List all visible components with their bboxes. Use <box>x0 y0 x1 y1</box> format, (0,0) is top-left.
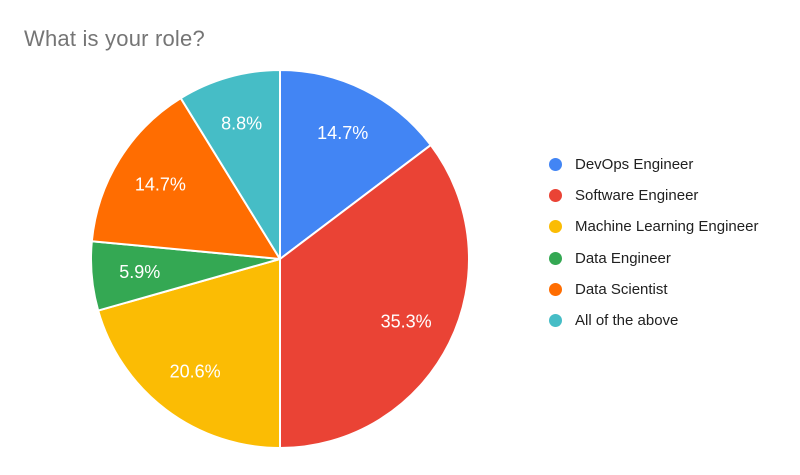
slice-percent-label-data-engineer: 5.9% <box>119 262 160 282</box>
legend-label-machine-learning-engineer: Machine Learning Engineer <box>575 218 759 236</box>
legend-label-data-scientist: Data Scientist <box>575 280 668 298</box>
legend-item-machine-learning-engineer: Machine Learning Engineer <box>549 211 758 242</box>
legend-item-all-of-the-above: All of the above <box>549 305 758 336</box>
legend-color-dot-machine-learning-engineer <box>549 220 562 234</box>
slice-percent-label-software-engineer: 35.3% <box>381 312 432 332</box>
legend-color-dot-devops-engineer <box>549 158 562 172</box>
pie-slice-machine-learning-engineer[interactable] <box>97 258 281 449</box>
pie-slice-data-scientist[interactable] <box>90 97 281 260</box>
legend-item-data-engineer: Data Engineer <box>549 243 758 274</box>
legend-item-data-scientist: Data Scientist <box>549 274 758 305</box>
legend-label-all-of-the-above: All of the above <box>575 312 679 330</box>
slice-percent-label-all-of-the-above: 8.8% <box>221 114 262 134</box>
pie-slice-devops-engineer[interactable] <box>279 69 432 260</box>
slice-percent-label-data-scientist: 14.7% <box>135 175 186 195</box>
pie-slice-software-engineer[interactable] <box>279 144 470 449</box>
slice-percent-label-machine-learning-engineer: 20.6% <box>170 361 221 381</box>
legend-item-software-engineer: Software Engineer <box>549 180 758 211</box>
chart-legend: DevOps Engineer Software Engineer Machine … <box>549 149 758 336</box>
chart-title: What is your role? <box>24 26 205 51</box>
legend-color-dot-data-engineer <box>549 251 562 265</box>
legend-item-devops-engineer: DevOps Engineer <box>549 149 758 180</box>
legend-color-dot-all-of-the-above <box>549 314 562 328</box>
slice-percent-label-devops-engineer: 14.7% <box>317 123 368 143</box>
legend-label-software-engineer: Software Engineer <box>575 187 699 205</box>
pie-slice-all-of-the-above[interactable] <box>179 69 281 260</box>
legend-color-dot-software-engineer <box>549 189 562 203</box>
legend-color-dot-data-scientist <box>549 282 562 296</box>
legend-label-data-engineer: Data Engineer <box>575 249 671 267</box>
legend-label-devops-engineer: DevOps Engineer <box>575 156 694 174</box>
